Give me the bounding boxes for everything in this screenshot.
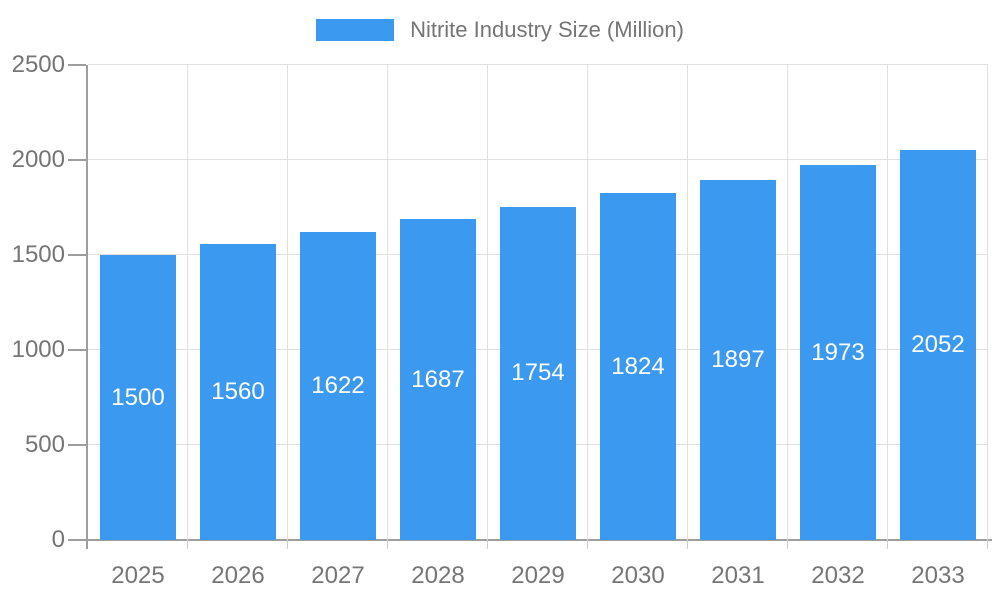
bar-value-label-2031: 1897 bbox=[711, 345, 765, 373]
bar-2027 bbox=[300, 231, 376, 540]
bar-2026 bbox=[200, 243, 276, 540]
gridline-x-3 bbox=[387, 65, 388, 540]
x-axis-tick-7 bbox=[787, 540, 788, 549]
gridline-x-8 bbox=[887, 65, 888, 540]
y-tick-label-2000: 2000 bbox=[11, 146, 65, 173]
x-axis-tick-1 bbox=[187, 540, 188, 549]
bar-value-label-2028: 1687 bbox=[411, 365, 465, 393]
y-tick-label-500: 500 bbox=[24, 431, 65, 458]
legend-item-nitrite-industry-size[interactable]: Nitrite Industry Size (Million) bbox=[316, 17, 684, 43]
gridline-x-6 bbox=[687, 65, 688, 540]
x-tick-label-2026: 2026 bbox=[211, 562, 265, 589]
x-tick-label-2028: 2028 bbox=[411, 562, 465, 589]
x-tick-label-2025: 2025 bbox=[111, 562, 165, 589]
x-tick-label-2029: 2029 bbox=[511, 562, 565, 589]
y-axis-tick-500 bbox=[68, 444, 86, 446]
bar-value-label-2030: 1824 bbox=[611, 352, 665, 380]
bar-2030 bbox=[600, 193, 676, 540]
legend-label: Nitrite Industry Size (Million) bbox=[410, 17, 684, 42]
gridline-x-4 bbox=[487, 65, 488, 540]
y-axis-tick-0 bbox=[68, 539, 86, 541]
y-axis-tick-2500 bbox=[68, 64, 86, 66]
bar-value-label-2029: 1754 bbox=[511, 359, 565, 387]
y-tick-label-2500: 2500 bbox=[11, 51, 65, 78]
bar-value-label-2025: 1500 bbox=[111, 383, 165, 411]
gridline-y-2500 bbox=[88, 64, 988, 65]
gridline-y-2000 bbox=[88, 159, 988, 160]
x-axis-tick-6 bbox=[687, 540, 688, 549]
bar-value-label-2032: 1973 bbox=[811, 338, 865, 366]
gridline-x-9 bbox=[987, 65, 988, 540]
chart-legend: Nitrite Industry Size (Million) bbox=[0, 17, 1000, 43]
x-tick-label-2033: 2033 bbox=[911, 562, 965, 589]
x-tick-label-2031: 2031 bbox=[711, 562, 765, 589]
y-axis-line bbox=[86, 65, 88, 549]
legend-swatch-icon bbox=[316, 19, 395, 41]
y-axis-tick-2000 bbox=[68, 159, 86, 161]
gridline-x-1 bbox=[187, 65, 188, 540]
bar-2032 bbox=[800, 165, 876, 540]
x-axis-tick-8 bbox=[887, 540, 888, 549]
y-axis-tick-1000 bbox=[68, 349, 86, 351]
x-tick-label-2027: 2027 bbox=[311, 562, 365, 589]
bar-2028 bbox=[400, 219, 476, 540]
x-axis-tick-4 bbox=[487, 540, 488, 549]
x-axis-tick-5 bbox=[587, 540, 588, 549]
bar-2029 bbox=[500, 206, 576, 540]
bar-value-label-2027: 1622 bbox=[311, 371, 365, 399]
y-tick-label-0: 0 bbox=[51, 526, 65, 553]
x-tick-label-2030: 2030 bbox=[611, 562, 665, 589]
y-tick-label-1000: 1000 bbox=[11, 336, 65, 363]
x-tick-label-2032: 2032 bbox=[811, 562, 865, 589]
gridline-x-5 bbox=[587, 65, 588, 540]
bar-2033 bbox=[900, 150, 976, 540]
x-axis-tick-3 bbox=[387, 540, 388, 549]
y-tick-label-1500: 1500 bbox=[11, 241, 65, 268]
bar-value-label-2033: 2052 bbox=[911, 331, 965, 359]
y-axis-tick-1500 bbox=[68, 254, 86, 256]
x-axis-tick-9 bbox=[987, 540, 988, 549]
plot-area: 0 500 1000 1500 2000 2500 1500 2025 1560 2026 1622… bbox=[12, 51, 992, 589]
gridline-x-7 bbox=[787, 65, 788, 540]
bar-2025 bbox=[100, 255, 176, 540]
bar-value-label-2026: 1560 bbox=[211, 377, 265, 405]
gridline-x-2 bbox=[287, 65, 288, 540]
bar-2031 bbox=[700, 179, 776, 540]
x-axis-line bbox=[86, 539, 992, 541]
x-axis-tick-2 bbox=[287, 540, 288, 549]
